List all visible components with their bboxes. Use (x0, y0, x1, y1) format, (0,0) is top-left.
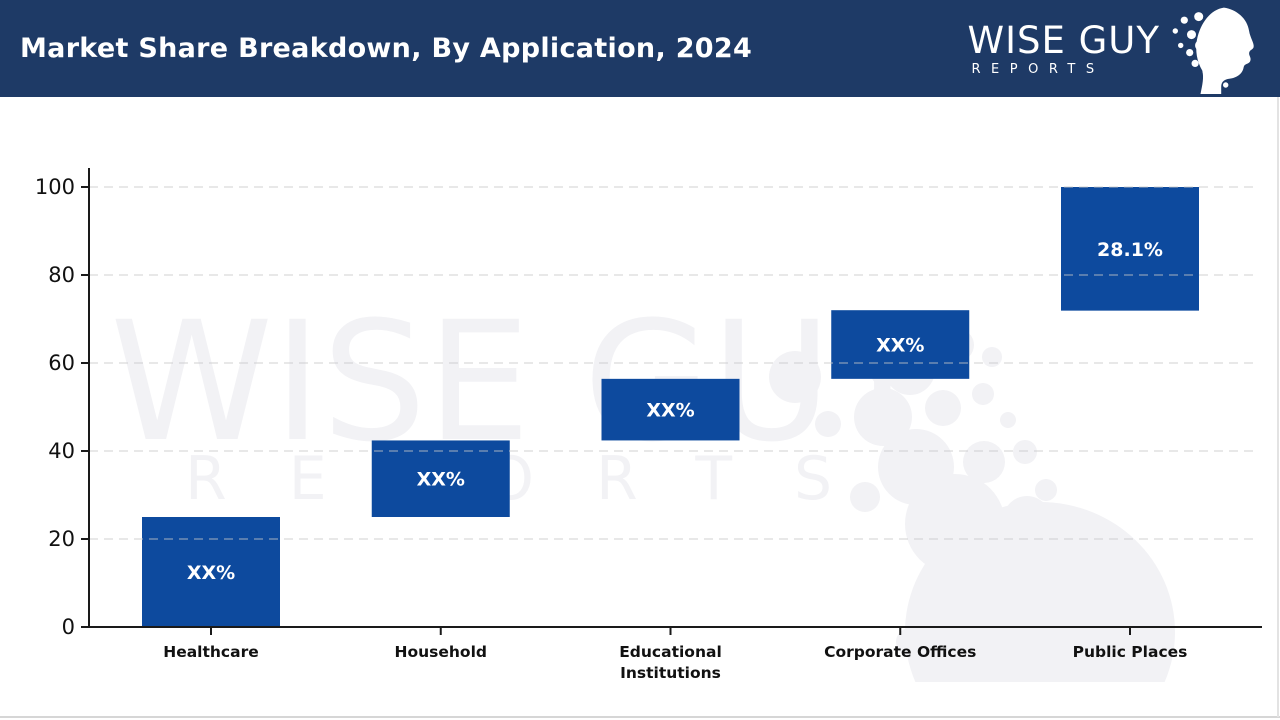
bar[interactable] (601, 378, 740, 441)
logo-text: WISE GUY REPORTS (968, 22, 1160, 76)
bar-label: XX% (187, 562, 235, 584)
y-tick-label: 80 (48, 263, 75, 287)
bar-label: 28.1% (1097, 239, 1163, 261)
bottom-divider (0, 716, 1280, 718)
x-tick-label: Institutions (620, 664, 721, 682)
logo-subtitle: REPORTS (971, 61, 1105, 77)
bar[interactable] (831, 310, 970, 379)
x-tick-label: Household (395, 643, 488, 661)
y-tick-label: 0 (62, 615, 75, 639)
x-tick-label: Educational (619, 643, 722, 661)
y-tick-label: 100 (35, 175, 75, 199)
bar[interactable] (371, 440, 510, 517)
logo-face-icon (1172, 7, 1254, 94)
logo-wordmark: WISE GUY (967, 18, 1160, 62)
y-tick-label: 60 (48, 351, 75, 375)
bar[interactable] (142, 517, 280, 627)
x-tick-label: Public Places (1073, 643, 1188, 661)
right-divider (1277, 97, 1279, 717)
bar[interactable] (1061, 187, 1199, 311)
watermark-face-icon (769, 329, 1175, 682)
chart-title: Market Share Breakdown, By Application, … (20, 33, 753, 64)
wise-guy-reports-logo: WISE GUY REPORTS (968, 4, 1280, 94)
y-tick-label: 40 (48, 439, 75, 463)
x-tick-label: Corporate Offices (824, 643, 976, 661)
bar-label: XX% (417, 469, 465, 491)
bar-label: XX% (646, 400, 694, 422)
bar-label: XX% (876, 335, 924, 357)
y-tick-label: 20 (48, 527, 75, 551)
x-tick-label: Healthcare (163, 643, 259, 661)
header-bar: Market Share Breakdown, By Application, … (0, 0, 1280, 97)
